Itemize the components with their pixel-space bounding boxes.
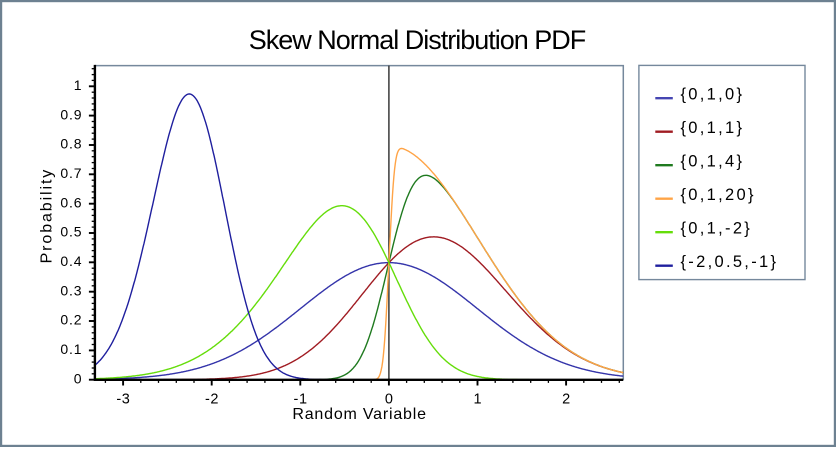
svg-text:{0,1,20}: {0,1,20} xyxy=(681,186,756,204)
svg-text:2: 2 xyxy=(562,391,571,407)
svg-text:-1: -1 xyxy=(294,391,308,407)
svg-text:0.1: 0.1 xyxy=(60,341,82,357)
svg-text:0.8: 0.8 xyxy=(60,136,82,152)
svg-text:{-2,0.5,-1}: {-2,0.5,-1} xyxy=(681,253,779,271)
svg-text:Probability: Probability xyxy=(39,168,56,264)
svg-text:-2: -2 xyxy=(205,391,219,407)
svg-text:Skew Normal Distribution PDF: Skew Normal Distribution PDF xyxy=(249,25,586,55)
svg-text:{0,1,1}: {0,1,1} xyxy=(681,119,745,137)
svg-text:0.7: 0.7 xyxy=(60,165,82,181)
svg-text:1: 1 xyxy=(74,77,83,93)
svg-text:{0,1,4}: {0,1,4} xyxy=(681,153,745,171)
svg-text:{0,1,0}: {0,1,0} xyxy=(681,86,745,104)
svg-text:0.6: 0.6 xyxy=(60,194,82,210)
svg-text:0.2: 0.2 xyxy=(60,312,82,328)
svg-text:{0,1,-2}: {0,1,-2} xyxy=(681,220,753,238)
svg-text:0.5: 0.5 xyxy=(60,224,82,240)
svg-text:0: 0 xyxy=(74,370,83,386)
svg-text:0.3: 0.3 xyxy=(60,282,82,298)
svg-text:Random Variable: Random Variable xyxy=(292,406,426,423)
svg-text:0.4: 0.4 xyxy=(60,253,82,269)
svg-text:-3: -3 xyxy=(116,391,130,407)
svg-text:0.9: 0.9 xyxy=(60,106,82,122)
svg-text:1: 1 xyxy=(473,391,482,407)
svg-text:0: 0 xyxy=(385,391,394,407)
